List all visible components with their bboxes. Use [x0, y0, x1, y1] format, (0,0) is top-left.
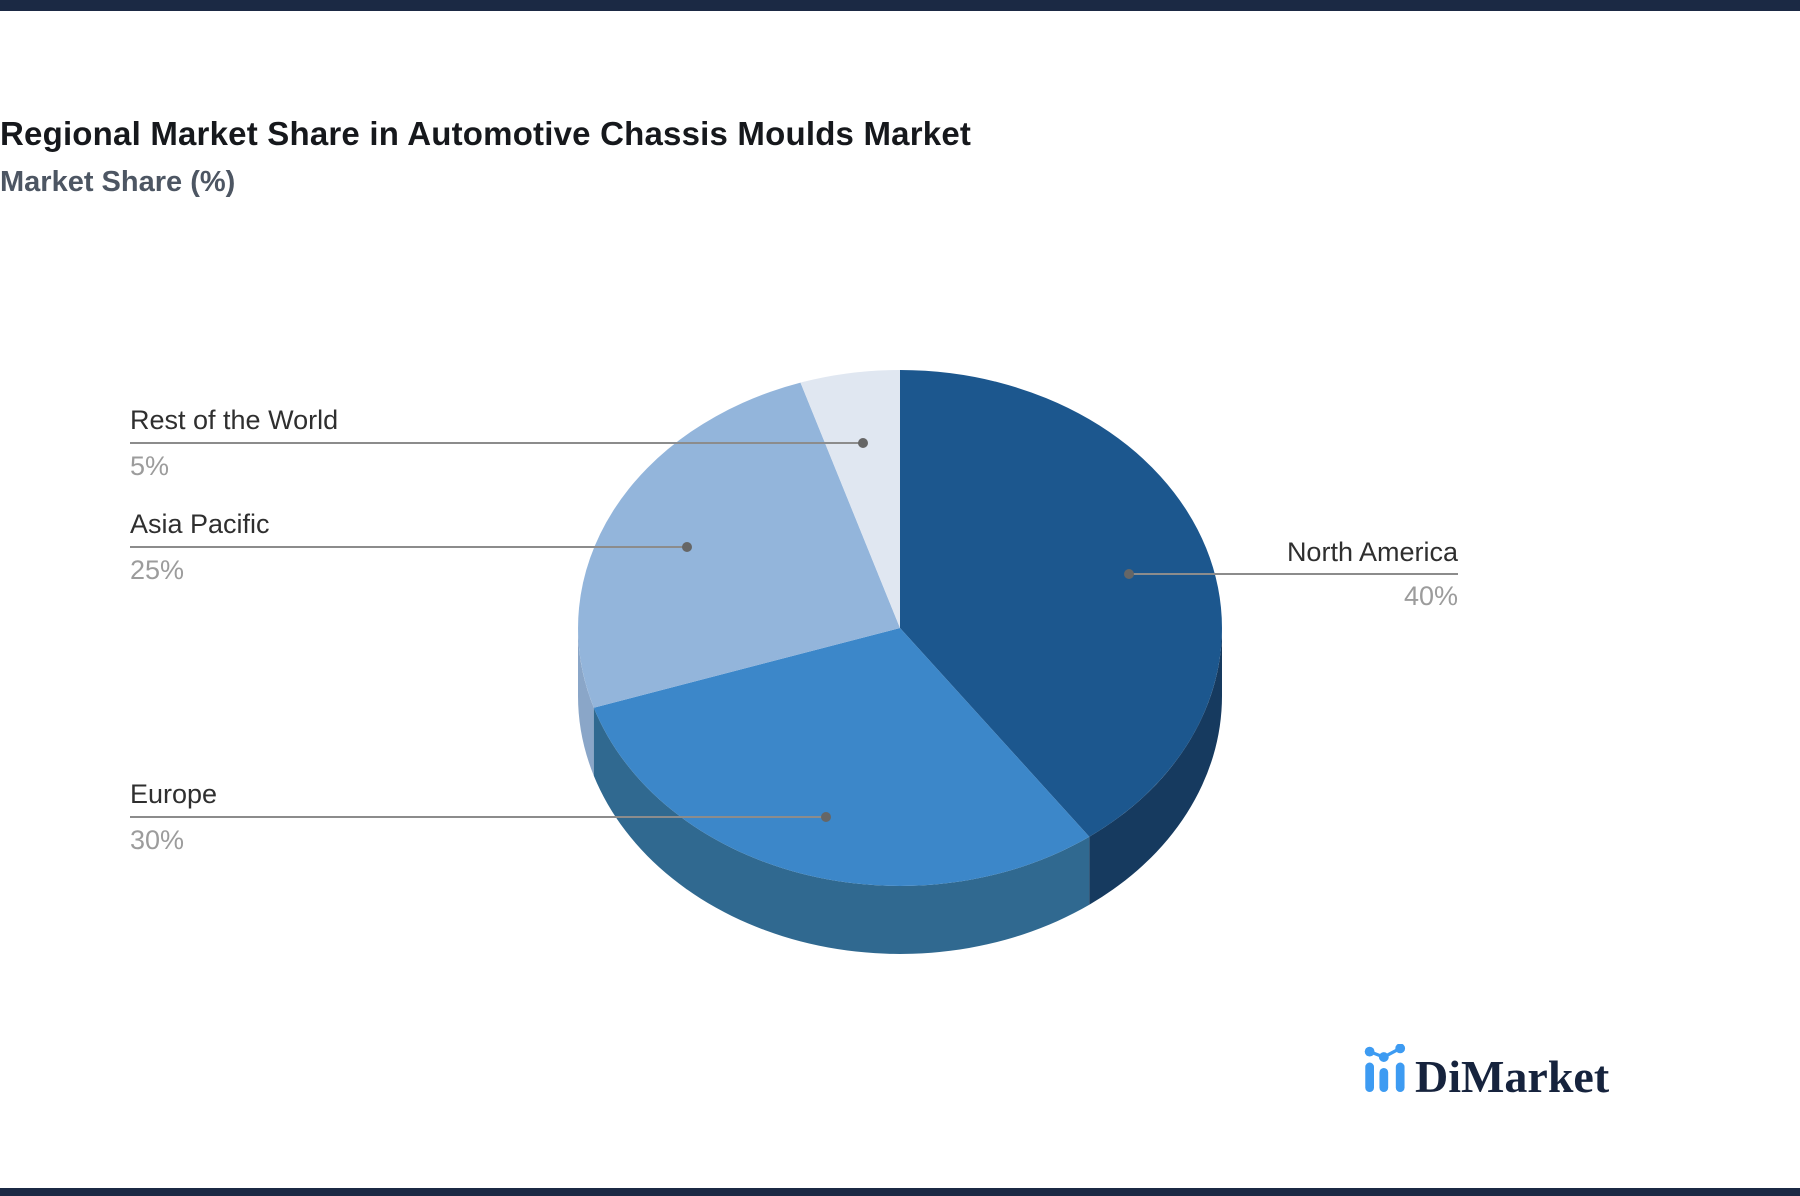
slice-side-europe [593, 707, 1090, 954]
chart-title: Regional Market Share in Automotive Chas… [0, 115, 972, 152]
bar-chart-logo-icon [1364, 1044, 1406, 1092]
slice-north-america[interactable] [900, 370, 1222, 837]
slice-rest-of-world[interactable] [800, 370, 901, 628]
brand-logo-text: DiMarket [1415, 1051, 1610, 1102]
callout-label-europe: Europe [130, 779, 218, 809]
slice-asia-pacific[interactable] [578, 382, 900, 708]
callout-label-north-america: North America [1286, 537, 1458, 567]
slice-side-north-america [1089, 628, 1222, 905]
callout-value-rest-of-world: 5% [130, 451, 170, 481]
leader-dot-europe [821, 812, 831, 822]
callout-value-europe: 30% [130, 825, 185, 855]
slice-europe[interactable] [593, 628, 1090, 886]
brand-logo: DiMarket [1363, 1040, 1703, 1110]
callout-value-north-america: 40% [1403, 581, 1458, 611]
bottom-border-bar [0, 1188, 1800, 1196]
leader-dot-north-america [1124, 569, 1134, 579]
top-border-bar [0, 0, 1800, 11]
slice-side-asia-pacific [578, 628, 594, 776]
callout-label-asia-pacific: Asia Pacific [130, 509, 270, 539]
leader-dot-asia-pacific [682, 542, 692, 552]
chart-subtitle: Market Share (%) [0, 166, 236, 198]
callout-value-asia-pacific: 25% [130, 555, 185, 585]
leader-dot-rest-of-world [858, 438, 868, 448]
callout-label-rest-of-world: Rest of the World [130, 405, 339, 435]
